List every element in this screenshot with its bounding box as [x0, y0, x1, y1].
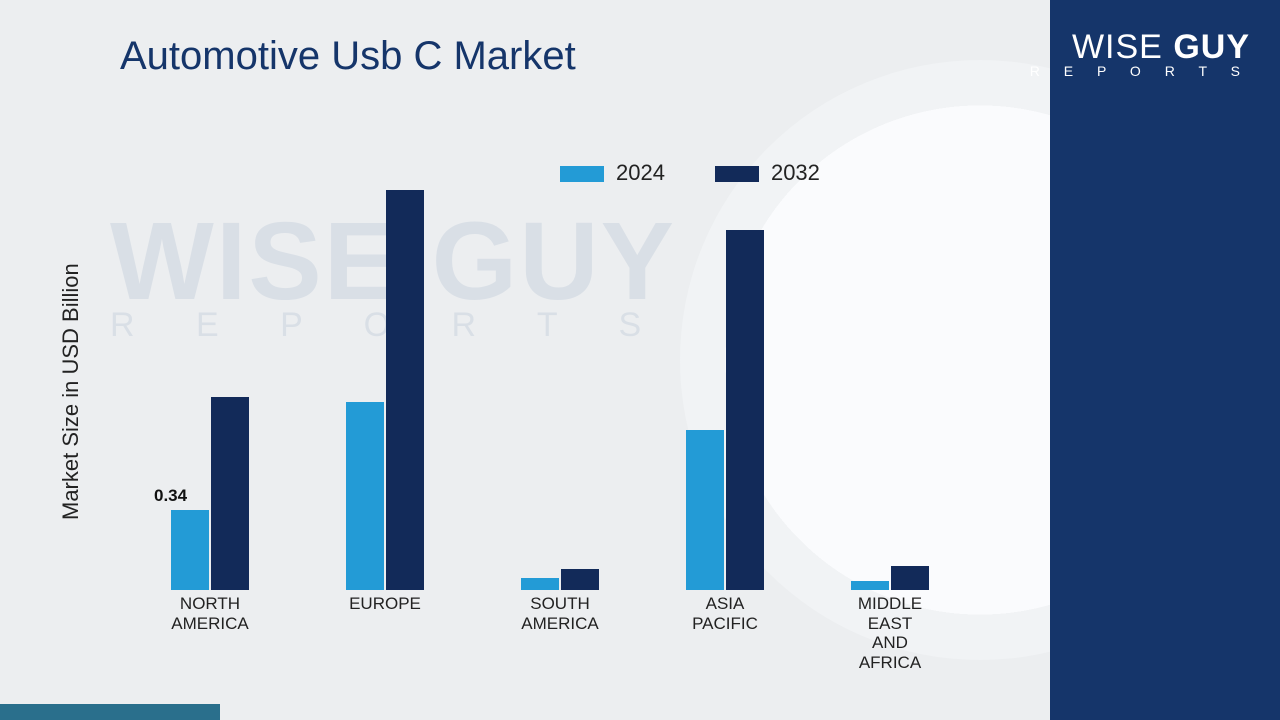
bar-mea-2024 — [851, 581, 889, 590]
chart-title: Automotive Usb C Market — [120, 34, 576, 79]
legend-swatch-2024 — [560, 166, 604, 182]
brand-logo: WISE GUY R E P O R T S — [1030, 28, 1250, 79]
bar-ap-2024 — [686, 430, 724, 590]
category-label-eu: EUROPE — [315, 594, 455, 614]
legend-item-2024: 2024 — [560, 160, 665, 186]
bar-group-ap — [665, 230, 785, 590]
value-label-na: 0.34 — [154, 486, 187, 506]
brand-line2: R E P O R T S — [1030, 63, 1250, 79]
category-label-na: NORTHAMERICA — [140, 594, 280, 633]
legend: 2024 2032 — [560, 160, 820, 186]
bar-eu-2032 — [386, 190, 424, 590]
brand-line1-a: WISE — [1072, 28, 1163, 66]
bar-group-sa — [500, 569, 620, 590]
bar-sa-2032 — [561, 569, 599, 590]
brand-line1-b: GUY — [1173, 28, 1250, 66]
bar-na-2032 — [211, 397, 249, 590]
bar-sa-2024 — [521, 578, 559, 590]
bar-group-eu — [325, 190, 445, 590]
category-label-sa: SOUTHAMERICA — [490, 594, 630, 633]
legend-swatch-2032 — [715, 166, 759, 182]
bar-mea-2032 — [891, 566, 929, 590]
stage: WISE GUY R E P O R T S Automotive Usb C … — [0, 0, 1280, 720]
right-brand-band — [1050, 0, 1280, 720]
category-label-mea: MIDDLEEASTANDAFRICA — [820, 594, 960, 672]
y-axis-label: Market Size in USD Billion — [58, 263, 84, 520]
category-label-ap: ASIAPACIFIC — [655, 594, 795, 633]
bar-group-mea — [830, 566, 950, 590]
bar-ap-2032 — [726, 230, 764, 590]
bar-chart: 0.34NORTHAMERICAEUROPESOUTHAMERICAASIAPA… — [110, 190, 960, 590]
legend-item-2032: 2032 — [715, 160, 820, 186]
footer-accent-bar — [0, 704, 220, 720]
bar-na-2024 — [171, 510, 209, 590]
bar-eu-2024 — [346, 402, 384, 590]
